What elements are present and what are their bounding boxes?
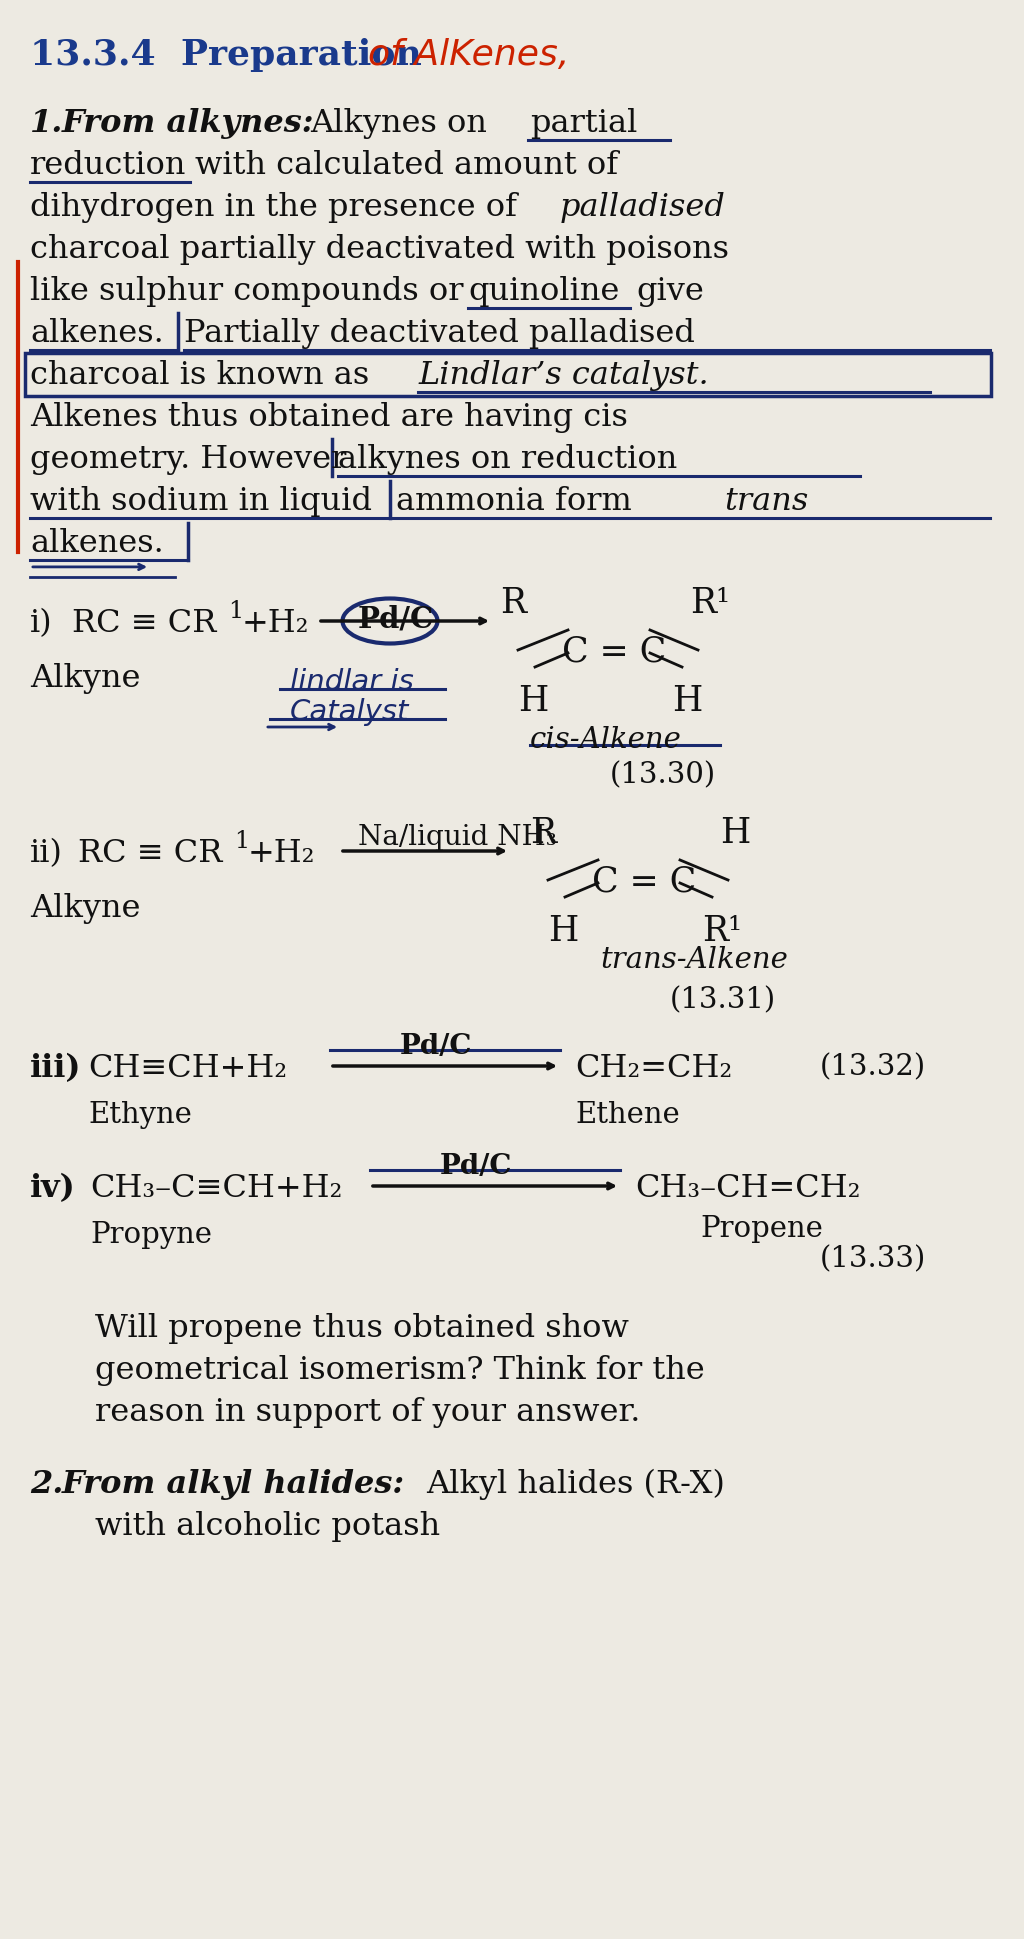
Text: partial: partial — [530, 109, 637, 140]
Text: iv): iv) — [30, 1173, 76, 1204]
Text: Pd/C: Pd/C — [440, 1152, 512, 1179]
Text: R: R — [500, 586, 526, 620]
Text: Lindlar’s catalyst.: Lindlar’s catalyst. — [418, 361, 709, 392]
Text: (13.32): (13.32) — [820, 1053, 926, 1080]
Text: C = C: C = C — [562, 634, 667, 667]
Text: H: H — [518, 684, 548, 717]
Text: CH₃–C≡CH+H₂: CH₃–C≡CH+H₂ — [90, 1173, 342, 1204]
Text: dihydrogen in the presence of: dihydrogen in the presence of — [30, 192, 517, 223]
Text: Alkyne: Alkyne — [30, 663, 140, 694]
Text: H: H — [548, 913, 579, 948]
Text: Ethyne: Ethyne — [88, 1101, 191, 1128]
Text: like sulphur compounds or: like sulphur compounds or — [30, 275, 464, 306]
Text: +H₂: +H₂ — [248, 838, 315, 869]
Text: CH₃–CH=CH₂: CH₃–CH=CH₂ — [635, 1173, 860, 1204]
Text: Alkynes on: Alkynes on — [310, 109, 486, 140]
Text: Alkyne: Alkyne — [30, 892, 140, 923]
Text: R¹: R¹ — [690, 586, 730, 620]
Text: CH₂=CH₂: CH₂=CH₂ — [575, 1053, 732, 1084]
Text: ii): ii) — [30, 838, 62, 869]
Text: reason in support of your answer.: reason in support of your answer. — [95, 1396, 640, 1427]
Text: of AlKenes,: of AlKenes, — [368, 39, 569, 72]
Text: C = C: C = C — [592, 863, 696, 898]
Text: give: give — [636, 275, 703, 306]
Text: 1: 1 — [228, 599, 243, 622]
Text: ammonia form: ammonia form — [396, 487, 632, 516]
Text: CH≡CH+H₂: CH≡CH+H₂ — [88, 1053, 287, 1084]
Text: Alkenes thus obtained are having cis: Alkenes thus obtained are having cis — [30, 401, 628, 432]
Text: geometrical isomerism? Think for the: geometrical isomerism? Think for the — [95, 1353, 705, 1384]
Text: trans: trans — [724, 487, 808, 516]
Text: RC ≡ CR: RC ≡ CR — [72, 607, 216, 638]
Text: quinoline: quinoline — [468, 275, 620, 306]
Text: lindlar is: lindlar is — [290, 667, 414, 696]
Text: Pd/C: Pd/C — [358, 603, 434, 632]
Text: 1: 1 — [234, 830, 249, 853]
Text: 2.: 2. — [30, 1468, 63, 1499]
Text: alkenes.: alkenes. — [30, 318, 164, 349]
Text: From alkyl halides:: From alkyl halides: — [62, 1468, 406, 1499]
Text: with alcoholic potash: with alcoholic potash — [95, 1510, 440, 1542]
Text: Pd/C: Pd/C — [400, 1032, 472, 1059]
Text: Will propene thus obtained show: Will propene thus obtained show — [95, 1313, 629, 1344]
Text: reduction: reduction — [30, 149, 186, 180]
Text: R¹: R¹ — [702, 913, 742, 948]
Text: geometry. However: geometry. However — [30, 444, 346, 475]
Text: (13.33): (13.33) — [820, 1245, 927, 1272]
Text: Propyne: Propyne — [90, 1220, 212, 1249]
Text: trans-Alkene: trans-Alkene — [600, 946, 787, 973]
Text: 1.: 1. — [30, 109, 63, 140]
Text: Catalyst: Catalyst — [290, 698, 410, 725]
Text: 13.3.4  Preparation: 13.3.4 Preparation — [30, 39, 422, 72]
Text: H: H — [720, 816, 751, 849]
Text: alkenes.: alkenes. — [30, 527, 164, 558]
Text: Na/liquid NH₃: Na/liquid NH₃ — [358, 824, 557, 851]
Text: cis-Alkene: cis-Alkene — [530, 725, 682, 754]
Text: From alkynes:: From alkynes: — [62, 109, 314, 140]
Text: with sodium in liquid: with sodium in liquid — [30, 487, 372, 516]
Text: palladised: palladised — [560, 192, 726, 223]
Text: i): i) — [30, 607, 52, 638]
Text: (13.31): (13.31) — [670, 985, 776, 1014]
Text: charcoal partially deactivated with poisons: charcoal partially deactivated with pois… — [30, 235, 729, 266]
Text: H: H — [672, 684, 702, 717]
Text: alkynes on reduction: alkynes on reduction — [338, 444, 677, 475]
Text: with calculated amount of: with calculated amount of — [195, 149, 618, 180]
Text: R: R — [530, 816, 556, 849]
Text: Alkyl halides (R-X): Alkyl halides (R-X) — [426, 1468, 725, 1499]
Text: Partially deactivated palladised: Partially deactivated palladised — [184, 318, 695, 349]
Text: +H₂: +H₂ — [242, 607, 309, 638]
Text: (13.30): (13.30) — [610, 760, 716, 789]
Text: iii): iii) — [30, 1053, 82, 1084]
Text: Ethene: Ethene — [575, 1101, 680, 1128]
Text: RC ≡ CR: RC ≡ CR — [78, 838, 222, 869]
Text: Propene: Propene — [700, 1214, 823, 1243]
Text: charcoal is known as: charcoal is known as — [30, 361, 370, 392]
